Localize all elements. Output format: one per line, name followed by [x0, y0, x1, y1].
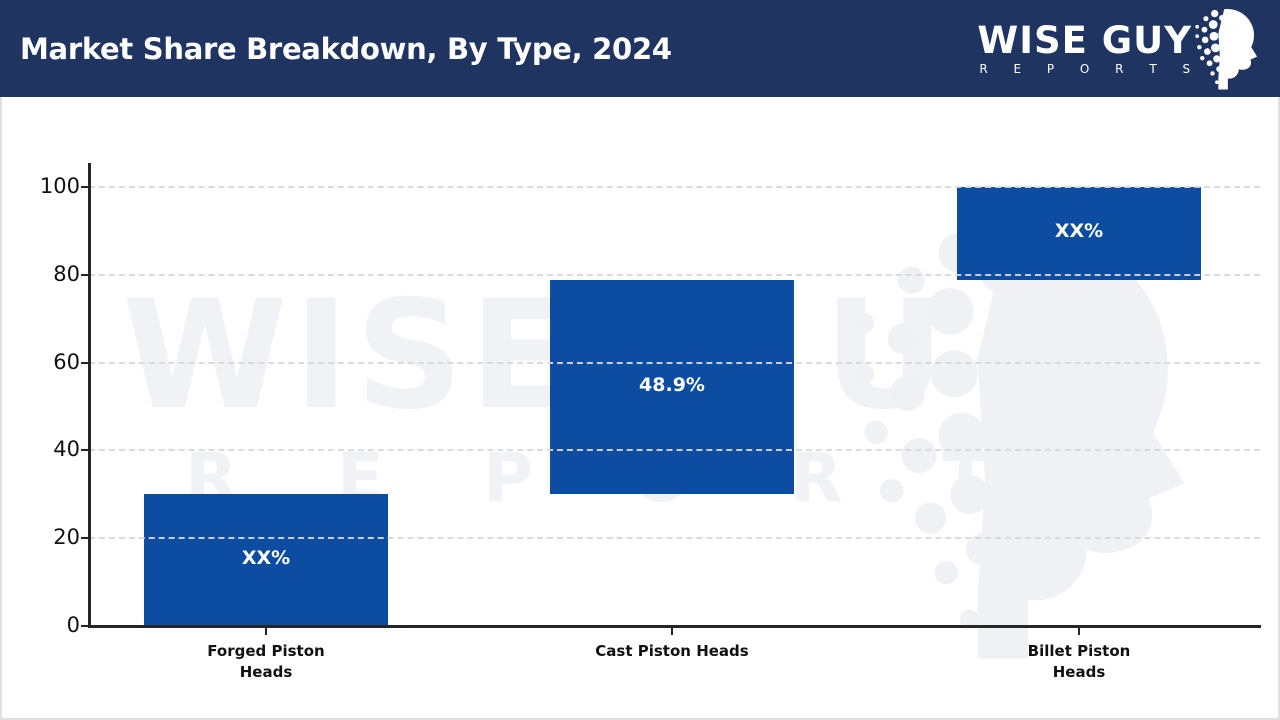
y-tick-label: 100: [39, 174, 80, 198]
bar-value-label: 48.9%: [639, 373, 705, 396]
y-tick-mark: [81, 537, 89, 540]
gridline-80: [89, 273, 1260, 276]
x-tick-label: Forged Piston Heads: [146, 641, 386, 683]
x-tick-label-line: Heads: [239, 663, 293, 681]
x-tick-mark: [265, 627, 267, 635]
y-tick-label: 40: [53, 437, 80, 462]
x-tick-mark: [1078, 627, 1080, 635]
page-title: Market Share Breakdown, By Type, 2024: [20, 31, 672, 66]
x-tick-label-line: Cast Piston Heads: [595, 642, 749, 660]
bar-value-label: XX%: [1054, 220, 1104, 243]
y-tick-label: 0: [66, 613, 80, 637]
bar-cast-piston-heads: [550, 279, 794, 495]
bar-value-label: XX%: [241, 547, 291, 570]
y-tick-mark: [81, 273, 89, 276]
wiseguy-face-icon: [1178, 7, 1266, 91]
x-tick-label: Billet Piston Heads: [959, 641, 1199, 683]
x-tick-label-line: Forged Piston: [207, 642, 325, 660]
chart-plot-area: WISE G U Y R E P O R T S XX%Forged Pisto…: [0, 97, 1280, 720]
gridline-20: [89, 537, 1260, 540]
y-tick-label: 20: [53, 525, 80, 550]
x-axis: [88, 625, 1261, 628]
x-tick-label-line: Heads: [1052, 663, 1106, 681]
gridline-100: [89, 186, 1260, 188]
y-tick-mark: [81, 625, 89, 627]
wiseguy-logo: WISE GUY R E P O R T S: [977, 7, 1266, 91]
logo-brand-subtitle: R E P O R T S: [979, 61, 1202, 76]
y-tick-mark: [81, 361, 89, 364]
watermark-face-icon: [802, 217, 1192, 667]
gridline-40: [89, 449, 1260, 452]
y-tick-label: 60: [53, 349, 80, 374]
gridline-60: [89, 361, 1260, 364]
y-tick-mark: [81, 449, 89, 452]
bar-forged-piston-heads: [144, 494, 388, 626]
x-tick-label-line: Billet Piston: [1027, 642, 1131, 660]
y-tick-mark: [81, 186, 89, 188]
y-axis: [88, 163, 91, 628]
wiseguy-logo-text: WISE GUY R E P O R T S: [977, 22, 1192, 76]
y-tick-label: 80: [53, 261, 80, 286]
x-tick-label: Cast Piston Heads: [552, 641, 792, 662]
logo-brand-name: WISE GUY: [977, 18, 1192, 62]
header-bar: Market Share Breakdown, By Type, 2024 WI…: [0, 0, 1280, 97]
bar-billet-piston-heads: [957, 187, 1201, 280]
x-tick-mark: [671, 627, 673, 635]
